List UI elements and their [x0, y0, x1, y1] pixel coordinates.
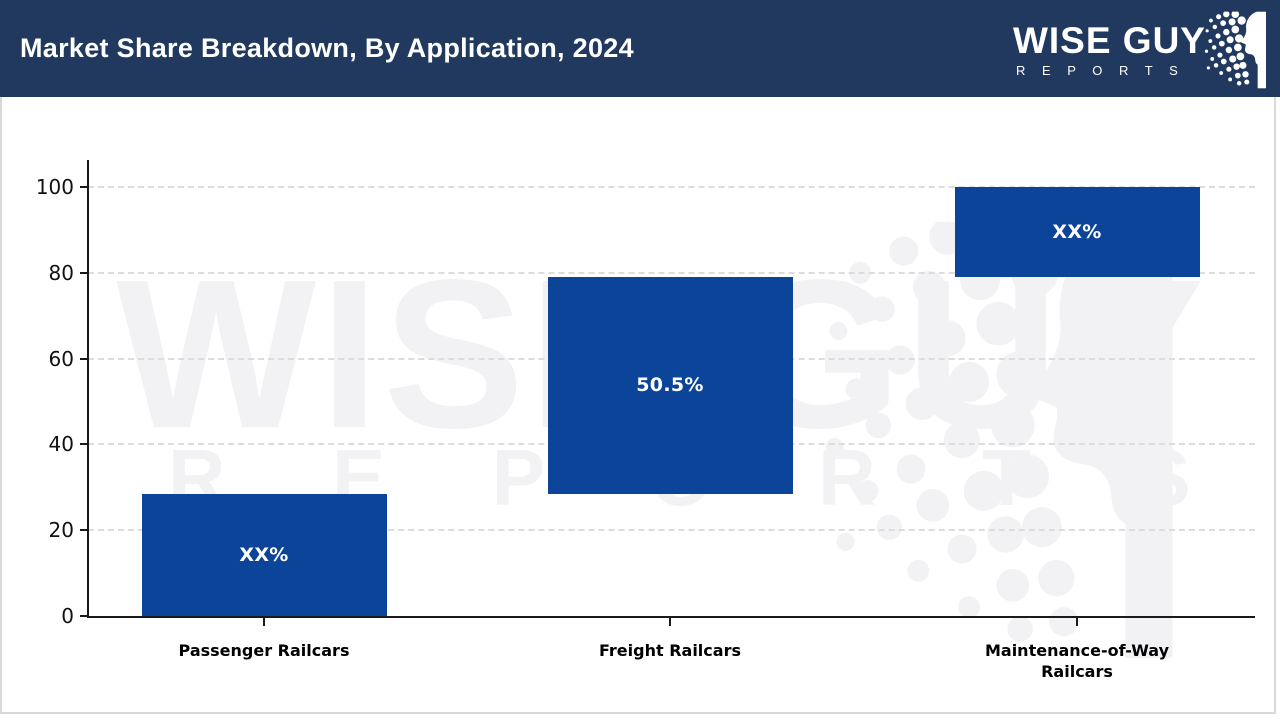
- header-bar: Market Share Breakdown, By Application, …: [0, 0, 1280, 97]
- y-tick-mark: [80, 357, 88, 360]
- y-tick-mark: [80, 615, 88, 617]
- category-label: Maintenance-of-Way Railcars: [984, 641, 1170, 681]
- y-tick-mark: [80, 271, 88, 274]
- y-axis-line: [87, 160, 89, 618]
- brand-text: WISE GUY R E P O R T S: [1012, 20, 1206, 79]
- y-tick-label: 20: [48, 518, 74, 543]
- waterfall-bar: 50.5%: [547, 277, 793, 494]
- y-tick-label: 100: [35, 175, 74, 199]
- y-tick-label: 80: [48, 260, 74, 285]
- x-tick-mark: [263, 618, 265, 626]
- page-title: Market Share Breakdown, By Application, …: [20, 33, 634, 63]
- waterfall-bar: XX%: [141, 493, 387, 616]
- y-tick-mark: [80, 529, 88, 532]
- grid-line: [88, 529, 1255, 532]
- y-tick-mark: [80, 443, 88, 446]
- bar-value-label: 50.5%: [636, 374, 704, 397]
- x-tick-mark: [1076, 618, 1078, 626]
- brand-reports: R E P O R T S: [1015, 63, 1185, 78]
- category-label: Freight Railcars: [599, 641, 741, 660]
- grid-line: [88, 186, 1255, 188]
- brand-name: WISE GUY: [1012, 20, 1206, 61]
- y-tick-mark: [80, 186, 88, 188]
- x-axis-line: [87, 616, 1255, 618]
- x-tick-mark: [669, 618, 671, 626]
- y-tick-label: 60: [48, 346, 74, 371]
- bar-value-label: XX%: [1052, 221, 1102, 244]
- brand-head-icon: [1202, 9, 1266, 91]
- grid-line: [88, 271, 1255, 274]
- bar-value-label: XX%: [239, 543, 289, 566]
- brand-logo: WISE GUY R E P O R T S: [1013, 6, 1266, 94]
- y-tick-label: 0: [61, 604, 74, 628]
- y-tick-label: 40: [48, 432, 74, 457]
- waterfall-bar: XX%: [954, 187, 1200, 278]
- watermark-head-icon: [808, 222, 1174, 658]
- category-label: Passenger Railcars: [178, 641, 350, 660]
